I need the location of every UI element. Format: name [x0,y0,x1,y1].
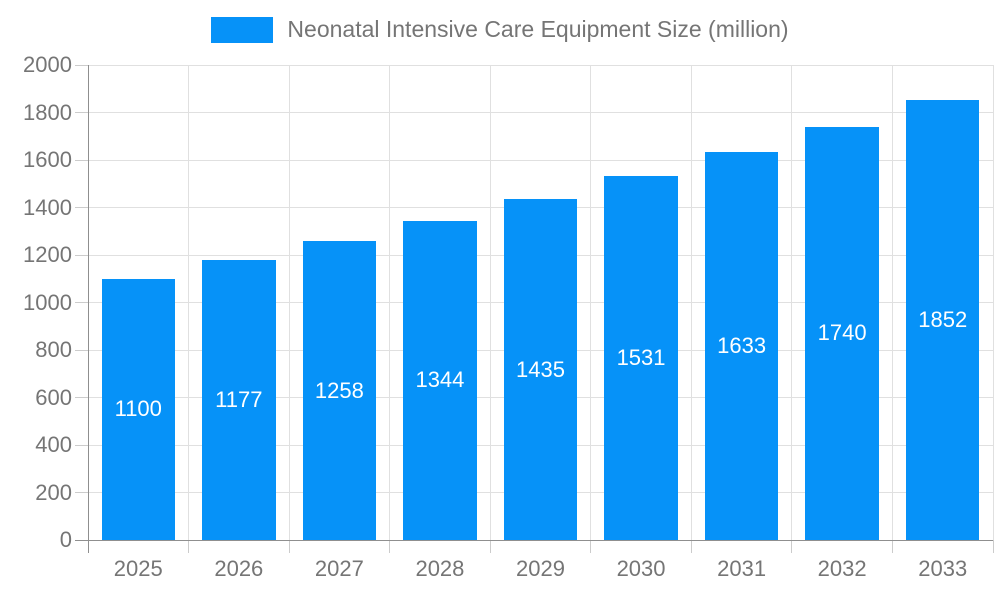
y-axis-tick-label: 1000 [23,289,72,315]
x-axis-category-label: 2026 [214,556,264,581]
y-axis-tick-label: 1600 [23,147,72,172]
y-axis-tick-label: 200 [35,479,72,505]
x-axis-category-label: 2029 [516,556,565,581]
y-axis-tick-label: 600 [35,384,72,410]
y-axis-tick-label: 1200 [23,242,72,267]
gridline-vertical [992,65,994,540]
x-axis-tick [992,540,994,553]
bar-value-label: 1740 [817,320,867,346]
bar-value-label: 1100 [114,396,162,422]
legend[interactable]: Neonatal Intensive Care Equipment Size (… [0,16,1000,43]
bar-2032[interactable]: 1740 [805,126,879,540]
gridline-vertical [288,65,290,540]
bar-value-label: 1531 [616,345,666,371]
x-axis-tick [288,540,290,553]
gridline-horizontal [88,112,993,113]
x-axis-category-label: 2025 [113,556,163,581]
bar-value-label: 1852 [918,307,968,333]
x-axis-tick [489,540,491,553]
x-axis-tick [188,540,190,553]
y-axis-line [87,65,89,553]
legend-swatch-icon [211,16,274,43]
y-axis-tick [75,397,88,398]
x-axis-tick [690,540,692,553]
bar-value-label: 1344 [415,367,465,393]
y-axis-tick-label: 1400 [23,194,72,220]
y-axis-tick [75,492,88,493]
y-axis-tick [75,302,88,303]
gridline-vertical [791,65,793,540]
y-axis-tick [75,207,88,208]
legend-label: Neonatal Intensive Care Equipment Size (… [287,16,789,42]
x-axis-category-label: 2028 [415,556,465,581]
x-axis-category-label: 2033 [918,556,968,581]
y-axis-tick [75,112,88,113]
bar-2029[interactable]: 1435 [503,199,578,540]
gridline-horizontal [88,159,993,161]
x-axis-category-label: 2030 [616,556,666,581]
y-axis-tick-label: 1800 [23,99,72,125]
y-axis-tick [75,349,88,351]
y-axis-tick-label: 2000 [23,52,72,77]
bar-value-label: 1633 [717,333,767,359]
bar-2025[interactable]: 1100 [101,278,175,540]
bar-2028[interactable]: 1344 [403,220,477,540]
bar-2026[interactable]: 1177 [202,260,276,540]
bar-value-label: 1435 [516,356,565,382]
y-axis-tick [75,64,88,66]
x-axis-tick [389,540,391,553]
gridline-vertical [188,65,190,540]
gridline-vertical [891,65,893,540]
y-axis-tick-label: 800 [35,337,72,362]
bar-2033[interactable]: 1852 [906,100,980,540]
x-axis-tick [891,540,893,553]
x-axis-category-label: 2032 [817,556,867,581]
gridline-horizontal [88,64,993,66]
bar-2027[interactable]: 1258 [302,241,377,540]
gridline-vertical [590,65,592,540]
gridline-vertical [690,65,692,540]
x-axis-tick [590,540,592,553]
gridline-vertical [389,65,391,540]
x-axis-category-label: 2031 [717,556,767,581]
y-axis-tick [75,444,88,446]
x-axis-tick [791,540,793,553]
bar-value-label: 1258 [314,377,364,403]
y-axis-tick [75,159,88,161]
x-axis-category-label: 2027 [314,556,364,581]
bar-2031[interactable]: 1633 [704,152,779,540]
y-axis-tick-label: 400 [35,432,72,457]
bar-value-label: 1177 [215,387,263,413]
x-axis-line [75,539,993,541]
y-axis-tick [75,254,88,256]
gridline-vertical [489,65,491,540]
y-axis-tick-label: 0 [59,527,72,552]
bar-2030[interactable]: 1531 [604,176,678,540]
